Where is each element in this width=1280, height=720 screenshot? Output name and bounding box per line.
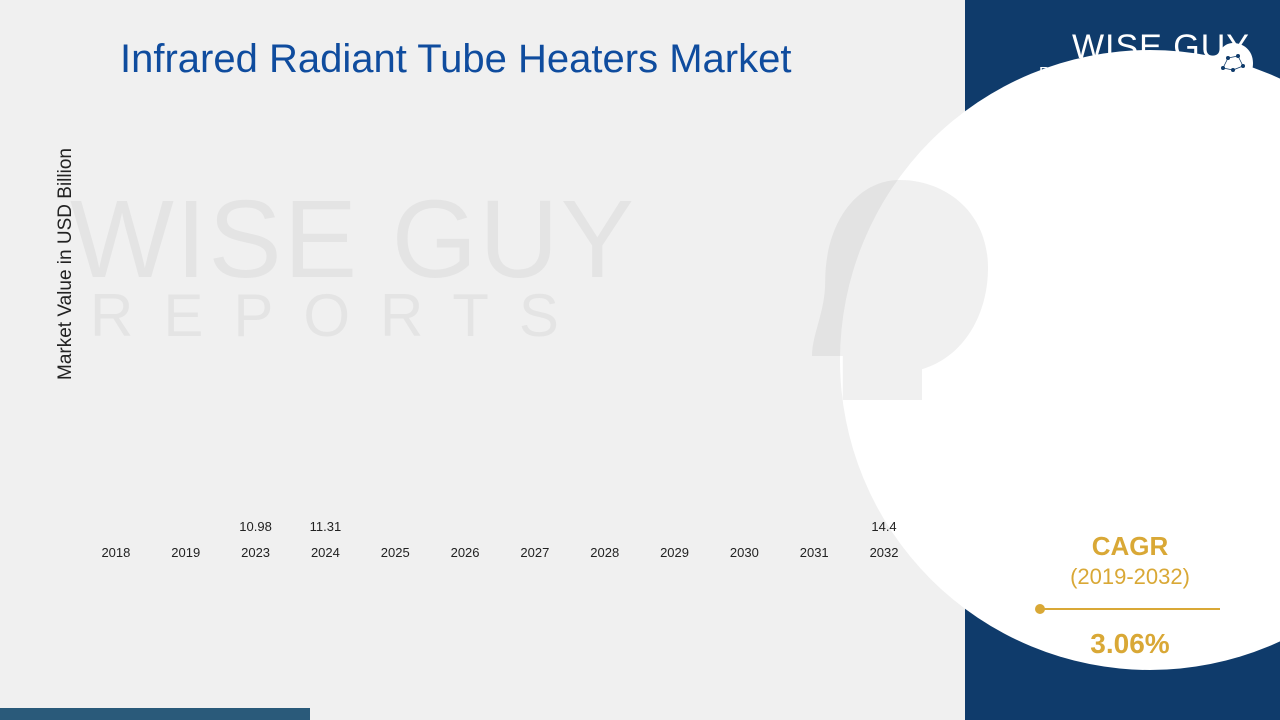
bar-chart: 2018 2019 10.98 2023 11.31 2024 2025 2026 2027 20…	[90, 160, 910, 590]
bar-wrap: 2030	[718, 519, 770, 560]
bar-category-label: 2030	[730, 545, 759, 560]
brand-line2: REPORTS	[1039, 65, 1200, 83]
bar-category-label: 2018	[101, 545, 130, 560]
y-axis-label: Market Value in USD Billion	[55, 148, 77, 380]
cagr-period: (2019-2032)	[1040, 564, 1220, 590]
bar-wrap: 2031	[788, 519, 840, 560]
cagr-divider	[1040, 608, 1220, 610]
cagr-value: 3.06%	[1040, 628, 1220, 660]
bar-value-label: 14.4	[871, 519, 896, 535]
bar-wrap: 2025	[369, 519, 421, 560]
bars-container: 2018 2019 10.98 2023 11.31 2024 2025 2026 2027 20…	[90, 160, 910, 560]
bar-category-label: 2026	[451, 545, 480, 560]
bar-wrap: 2028	[579, 519, 631, 560]
cagr-title: CAGR	[1040, 531, 1220, 562]
bar-category-label: 2024	[311, 545, 340, 560]
bar-wrap: 2019	[160, 519, 212, 560]
footer-strip	[0, 708, 310, 720]
bar-category-label: 2025	[381, 545, 410, 560]
bar-category-label: 2023	[241, 545, 270, 560]
bar-category-label: 2019	[171, 545, 200, 560]
bar-wrap: 2027	[509, 519, 561, 560]
bar-category-label: 2031	[800, 545, 829, 560]
bar-category-label: 2027	[520, 545, 549, 560]
bar-wrap: 2029	[649, 519, 701, 560]
bar-wrap: 14.4 2032	[858, 519, 910, 560]
bar-category-label: 2032	[870, 545, 899, 560]
bar-wrap: 2026	[439, 519, 491, 560]
bar-value-label: 10.98	[239, 519, 272, 535]
bar-value-label: 11.31	[310, 519, 342, 535]
bar-wrap: 2018	[90, 519, 142, 560]
cagr-block: CAGR (2019-2032) 3.06%	[1040, 531, 1220, 660]
chart-title: Infrared Radiant Tube Heaters Market	[120, 35, 791, 83]
bar-wrap: 10.98 2023	[230, 519, 282, 560]
brand-head-icon	[1208, 38, 1258, 98]
bar-category-label: 2028	[590, 545, 619, 560]
bar-category-label: 2029	[660, 545, 689, 560]
bar-wrap: 11.31 2024	[299, 519, 351, 560]
brand-logo: WISE GUY REPORTS	[1039, 28, 1250, 83]
